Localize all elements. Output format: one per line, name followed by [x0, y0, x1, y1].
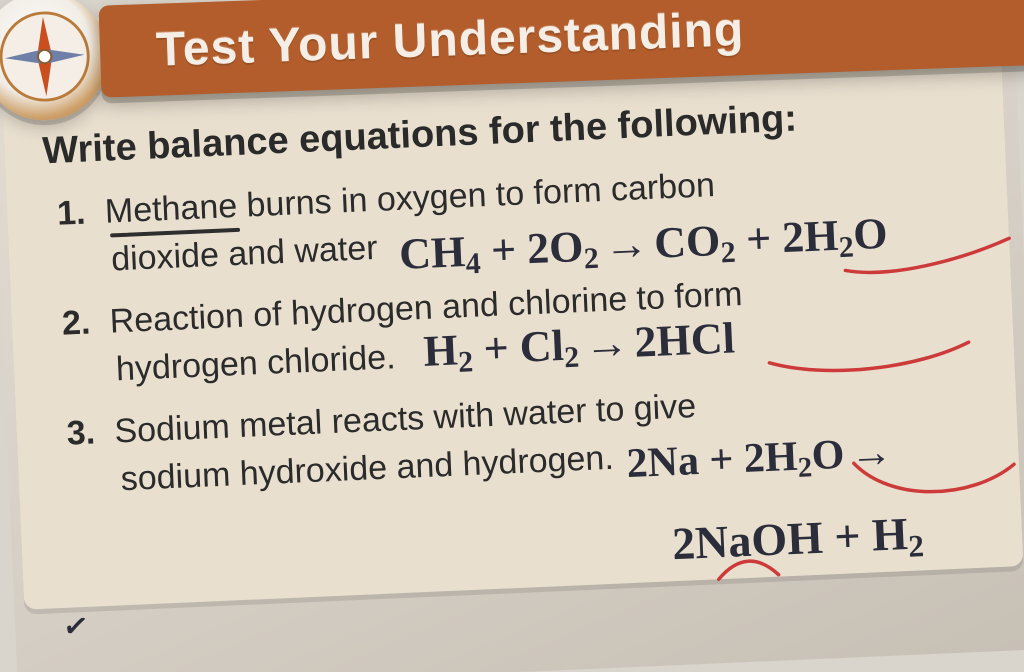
question-2-line2: hydrogen chloride. — [115, 338, 396, 388]
banner-title: Test Your Understanding — [155, 2, 745, 78]
question-1-number: 1. — [56, 194, 86, 233]
question-3-number: 3. — [66, 413, 96, 452]
stray-mark: ✓ — [61, 608, 90, 646]
red-mark-1 — [839, 228, 1021, 286]
red-mark-3 — [848, 446, 1020, 513]
page: Test Your Understanding Write balance eq… — [0, 0, 1024, 672]
compass-icon — [0, 7, 94, 106]
red-mark-2 — [763, 332, 975, 391]
red-mark-4 — [712, 544, 784, 587]
handwritten-eq3b: 2NaOH + H2 — [671, 506, 925, 575]
question-2-number: 2. — [61, 303, 91, 342]
question-1-line2: dioxide and water — [110, 229, 378, 279]
